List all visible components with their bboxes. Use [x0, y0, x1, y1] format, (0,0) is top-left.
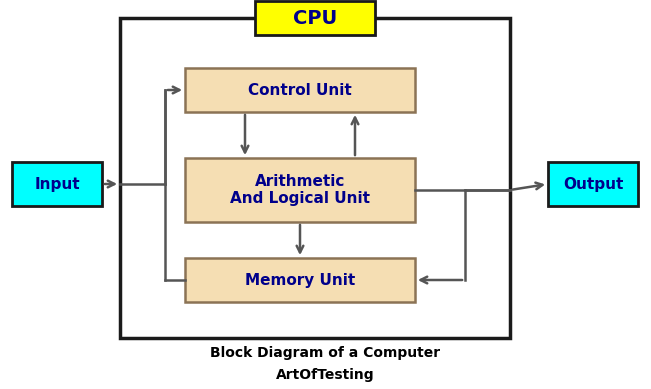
Text: Input: Input — [35, 177, 80, 191]
Bar — [548, 162, 638, 206]
Bar — [185, 68, 415, 112]
Text: Control Unit: Control Unit — [248, 82, 352, 98]
Bar — [12, 162, 102, 206]
Text: Block Diagram of a Computer: Block Diagram of a Computer — [210, 346, 440, 360]
Bar — [185, 158, 415, 222]
Text: Memory Unit: Memory Unit — [245, 273, 355, 287]
Text: CPU: CPU — [293, 9, 337, 28]
Bar — [185, 258, 415, 302]
Bar — [120, 18, 510, 338]
Bar — [255, 1, 375, 35]
Text: Output: Output — [563, 177, 623, 191]
Text: Arithmetic
And Logical Unit: Arithmetic And Logical Unit — [230, 174, 370, 206]
Text: ArtOfTesting: ArtOfTesting — [275, 368, 374, 382]
